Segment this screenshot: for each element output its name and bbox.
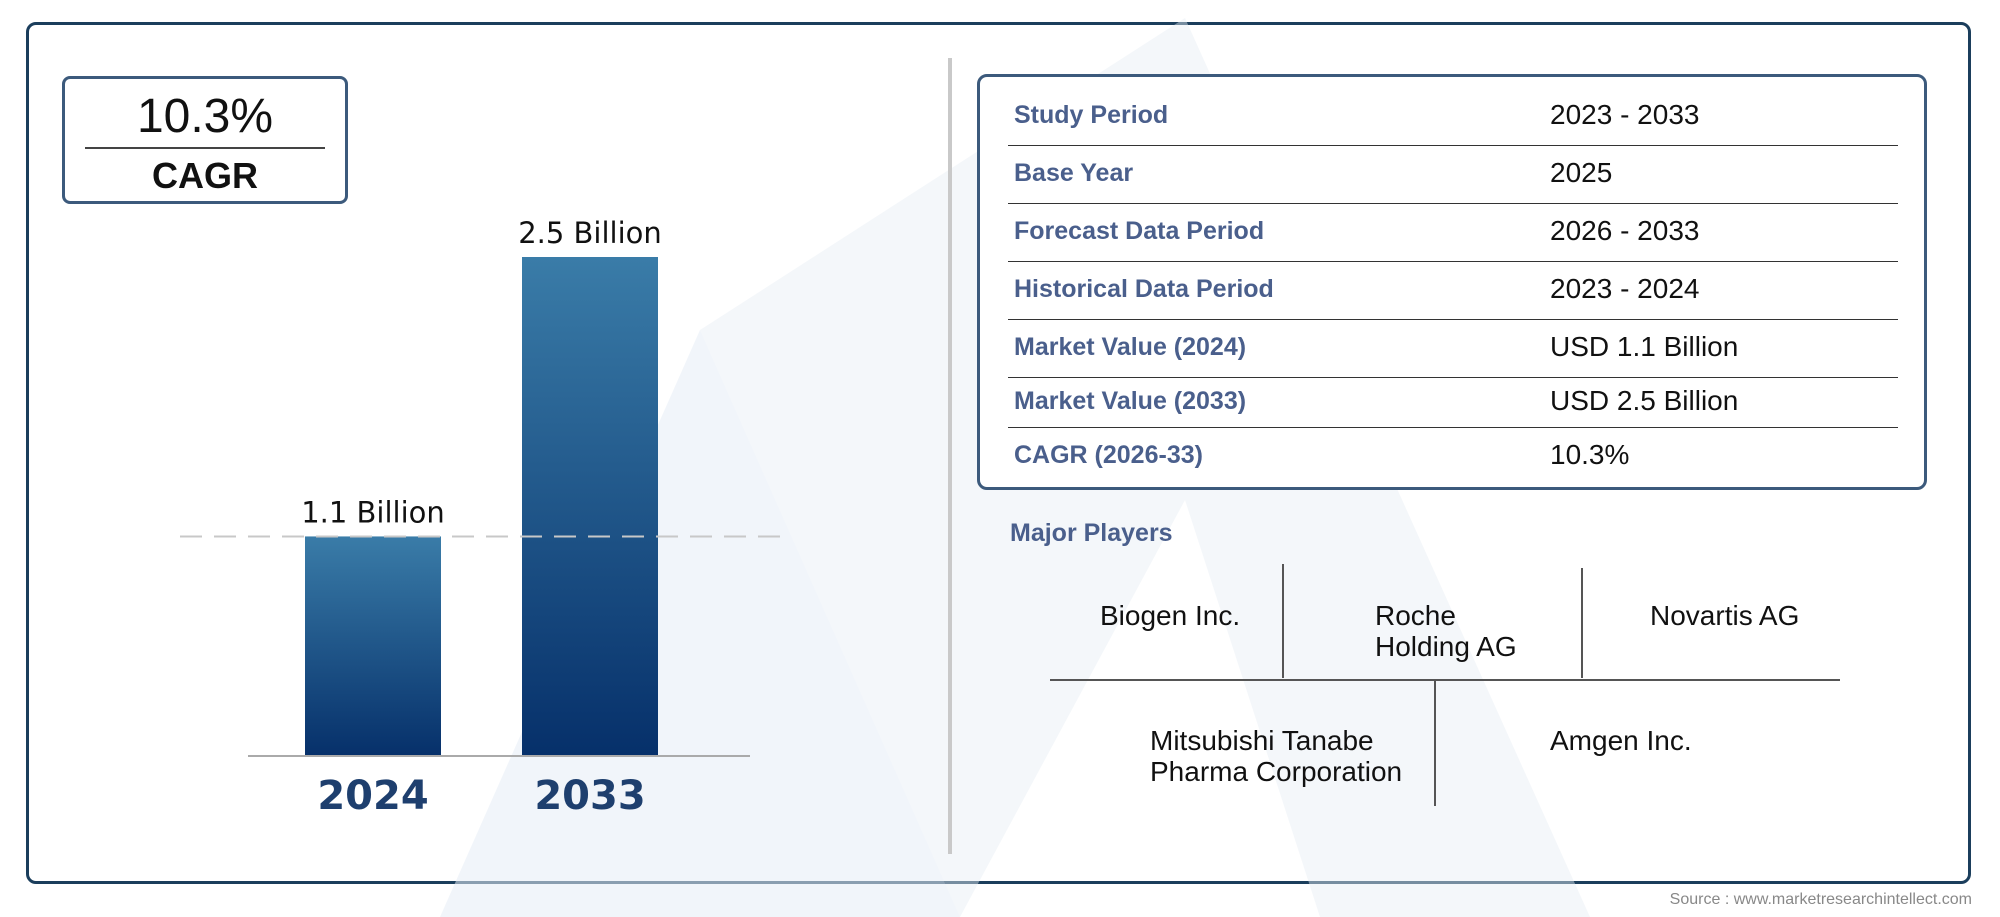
row-value: USD 1.1 Billion (1550, 331, 1739, 362)
players-vertical-divider (1581, 568, 1583, 678)
category-label-2033: 2033 (534, 773, 645, 819)
players-vertical-divider (1282, 564, 1284, 678)
cagr-badge: 10.3% CAGR (62, 76, 348, 204)
table-row: Market Value (2024) USD 1.1 Billion (1008, 319, 1898, 378)
cagr-divider (85, 147, 325, 149)
player-novartis: Novartis AG (1650, 600, 1800, 631)
player-amgen: Amgen Inc. (1550, 725, 1692, 756)
table-row: Forecast Data Period 2026 - 2033 (1008, 203, 1898, 262)
row-label: Study Period (1014, 101, 1169, 129)
row-label: Market Value (2033) (1014, 387, 1247, 415)
players-horizontal-divider (1050, 679, 1840, 681)
market-info-table: Study Period 2023 - 2033 Base Year 2025 Fore… (977, 74, 1927, 490)
row-value: 2026 - 2033 (1550, 215, 1700, 246)
source-citation: Source : www.marketresearchintellect.com (1669, 891, 1972, 908)
section-divider (948, 58, 952, 854)
players-vertical-divider (1434, 680, 1436, 806)
table-row: Base Year 2025 (1008, 145, 1898, 204)
market-size-bar-chart: 1.1 Billion 2024 2.5 Billion 2033 (180, 216, 790, 819)
row-value: 2025 (1550, 157, 1613, 188)
row-value: 10.3% (1550, 439, 1630, 470)
row-value: USD 2.5 Billion (1550, 385, 1739, 416)
cagr-label: CAGR (152, 155, 258, 196)
table-row: CAGR (2026-33) 10.3% (1008, 427, 1898, 485)
category-label-2024: 2024 (317, 773, 428, 819)
row-label: Forecast Data Period (1014, 217, 1265, 245)
player-roche: Roche Holding AG (1375, 600, 1517, 662)
player-mitsubishi-tanabe: Mitsubishi Tanabe Pharma Corporation (1150, 725, 1403, 787)
bar-2033 (522, 257, 658, 756)
data-label-2033: 2.5 Billion (518, 216, 662, 250)
bar-2024 (305, 536, 441, 756)
row-label: Historical Data Period (1014, 275, 1274, 303)
major-players-title: Major Players (1010, 519, 1173, 547)
row-value: 2023 - 2024 (1550, 273, 1700, 304)
table-row: Market Value (2033) USD 2.5 Billion (1008, 377, 1898, 428)
row-value: 2023 - 2033 (1550, 99, 1700, 130)
row-label: Base Year (1014, 159, 1134, 187)
player-biogen: Biogen Inc. (1100, 600, 1241, 631)
table-row: Historical Data Period 2023 - 2024 (1008, 261, 1898, 320)
row-label: CAGR (2026-33) (1014, 441, 1203, 469)
table-row: Study Period 2023 - 2033 (1008, 87, 1898, 146)
data-label-2024: 1.1 Billion (301, 495, 445, 529)
row-label: Market Value (2024) (1014, 333, 1247, 361)
cagr-value: 10.3% (136, 90, 274, 143)
